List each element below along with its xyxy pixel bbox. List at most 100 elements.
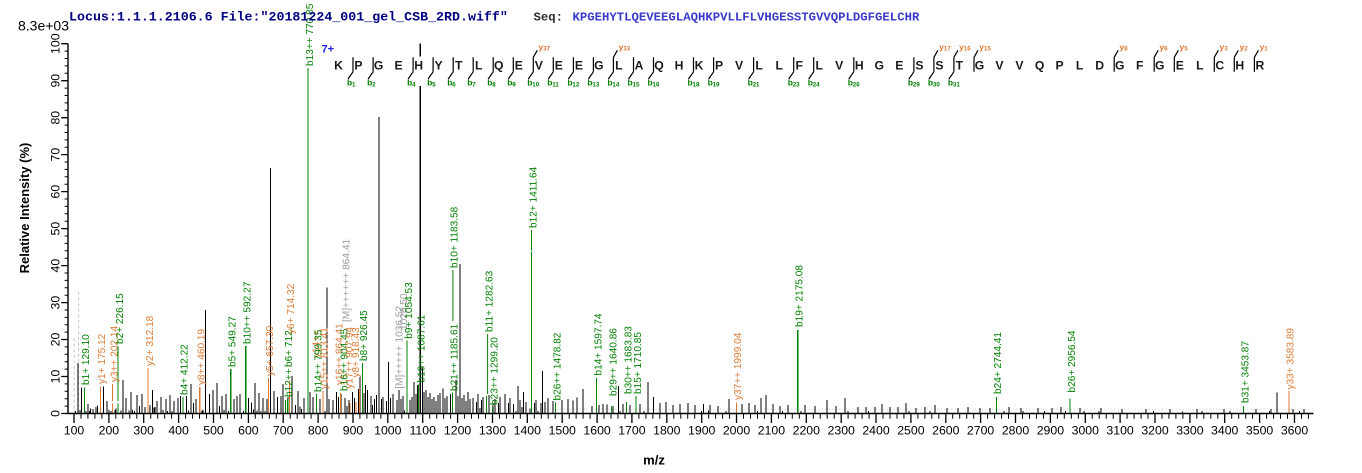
svg-text:L: L — [615, 58, 623, 72]
svg-text:y: y — [939, 42, 944, 52]
svg-text:1: 1 — [1264, 46, 1268, 53]
svg-text:33: 33 — [623, 46, 630, 53]
svg-text:15: 15 — [984, 46, 991, 53]
svg-text:b8+ 926.45: b8+ 926.45 — [359, 310, 370, 361]
svg-text:b: b — [848, 77, 853, 87]
svg-text:b14++ 799.35: b14++ 799.35 — [313, 329, 324, 392]
svg-text:3000: 3000 — [1072, 424, 1100, 438]
svg-text:Q: Q — [494, 58, 503, 72]
svg-text:H: H — [414, 58, 423, 72]
svg-text:5: 5 — [432, 82, 436, 89]
svg-text:Y: Y — [435, 58, 443, 72]
svg-text:L: L — [775, 58, 783, 72]
svg-text:10: 10 — [532, 82, 539, 89]
svg-text:Locus:1.1.1.2106.6 File:"20181: Locus:1.1.1.2106.6 File:"20181224_001_ge… — [69, 10, 508, 25]
svg-text:21: 21 — [753, 82, 760, 89]
svg-text:17: 17 — [944, 46, 951, 53]
svg-text:2900: 2900 — [1037, 424, 1065, 438]
svg-text:10: 10 — [49, 370, 63, 384]
svg-text:70: 70 — [49, 148, 63, 162]
svg-text:y: y — [1220, 42, 1225, 52]
svg-text:1200: 1200 — [444, 424, 472, 438]
svg-text:y1+ 175.12: y1+ 175.12 — [97, 333, 108, 384]
svg-text:P: P — [354, 58, 362, 72]
svg-text:16: 16 — [964, 46, 971, 53]
svg-text:2100: 2100 — [758, 424, 786, 438]
svg-text:b: b — [467, 77, 472, 87]
svg-text:y8+ 918.43: y8+ 918.43 — [351, 327, 362, 378]
svg-text:14: 14 — [612, 82, 619, 89]
svg-text:7+: 7+ — [322, 44, 335, 56]
svg-text:y33+ 3583.89: y33+ 3583.89 — [1286, 328, 1297, 390]
svg-text:b21++ 1185.61: b21++ 1185.61 — [450, 323, 461, 391]
svg-text:b11+ 1282.63: b11+ 1282.63 — [484, 270, 495, 332]
svg-text:y: y — [979, 42, 984, 52]
svg-text:y14++: y14++ — [311, 330, 322, 358]
svg-text:E: E — [1176, 58, 1184, 72]
svg-text:R: R — [1255, 58, 1264, 72]
svg-text:G: G — [1115, 58, 1124, 72]
svg-text:b10+ 1183.58: b10+ 1183.58 — [450, 206, 461, 268]
svg-text:900: 900 — [343, 424, 364, 438]
svg-text:b13++ 770.85: b13++ 770.85 — [305, 3, 316, 66]
svg-text:E: E — [555, 58, 563, 72]
svg-text:500: 500 — [203, 424, 224, 438]
svg-text:2500: 2500 — [897, 424, 925, 438]
svg-text:[M]+++++ 1036.52: [M]+++++ 1036.52 — [395, 306, 406, 389]
svg-text:b: b — [567, 77, 572, 87]
svg-text:V: V — [995, 58, 1004, 72]
svg-text:E: E — [395, 58, 403, 72]
svg-text:y: y — [1260, 42, 1265, 52]
svg-text:b16++ 904.45: b16++ 904.45 — [339, 328, 350, 391]
svg-text:b19++ 1087.61: b19++ 1087.61 — [416, 314, 427, 382]
svg-text:b24+ 2744.41: b24+ 2744.41 — [993, 332, 1004, 394]
svg-text:L: L — [815, 58, 823, 72]
svg-text:19: 19 — [713, 82, 720, 89]
svg-text:T: T — [455, 58, 463, 72]
svg-text:b: b — [487, 77, 492, 87]
svg-text:5: 5 — [1184, 46, 1188, 53]
svg-text:50: 50 — [49, 222, 63, 236]
svg-text:60: 60 — [49, 185, 63, 199]
svg-text:b9+ 1054.53: b9+ 1054.53 — [404, 282, 415, 339]
svg-text:b1+ 129.10: b1+ 129.10 — [81, 334, 92, 385]
svg-text:b29++ 1640.86: b29++ 1640.86 — [608, 328, 619, 396]
svg-text:13: 13 — [592, 82, 599, 89]
svg-text:S: S — [915, 58, 923, 72]
svg-text:T: T — [956, 58, 964, 72]
svg-text:11: 11 — [552, 82, 559, 89]
svg-text:200: 200 — [99, 424, 120, 438]
svg-text:V: V — [535, 58, 544, 72]
svg-text:y37++ 1999.04: y37++ 1999.04 — [733, 332, 744, 400]
svg-text:b: b — [547, 77, 552, 87]
svg-text:y17++ 907.94: y17++ 907.94 — [345, 327, 356, 389]
svg-text:G: G — [374, 58, 383, 72]
svg-text:L: L — [475, 58, 483, 72]
svg-text:1100: 1100 — [409, 424, 436, 438]
svg-text:E: E — [515, 58, 523, 72]
svg-text:2600: 2600 — [932, 424, 960, 438]
svg-text:b: b — [708, 77, 713, 87]
svg-text:2: 2 — [1244, 46, 1248, 53]
svg-text:G: G — [594, 58, 603, 72]
svg-text:y: y — [619, 42, 624, 52]
svg-text:y3++ 202.14: y3++ 202.14 — [109, 325, 120, 382]
svg-text:V: V — [1015, 58, 1024, 72]
svg-text:b: b — [788, 77, 793, 87]
svg-text:b30++ 1683.83: b30++ 1683.83 — [623, 326, 634, 394]
svg-text:y5+ 657.30: y5+ 657.30 — [265, 325, 276, 376]
svg-text:6: 6 — [1164, 46, 1168, 53]
svg-text:b: b — [527, 77, 532, 87]
svg-text:K: K — [695, 58, 704, 72]
svg-text:K: K — [334, 58, 343, 72]
svg-text:1800: 1800 — [653, 424, 681, 438]
svg-text:b14+ 1597.74: b14+ 1597.74 — [593, 313, 604, 375]
svg-text:b: b — [908, 77, 913, 87]
svg-text:8: 8 — [492, 82, 496, 89]
svg-text:b: b — [808, 77, 813, 87]
svg-text:b26+ 2956.54: b26+ 2956.54 — [1067, 330, 1078, 392]
svg-text:H: H — [855, 58, 864, 72]
svg-text:V: V — [835, 58, 844, 72]
svg-text:1: 1 — [352, 82, 356, 89]
svg-text:y: y — [959, 42, 964, 52]
